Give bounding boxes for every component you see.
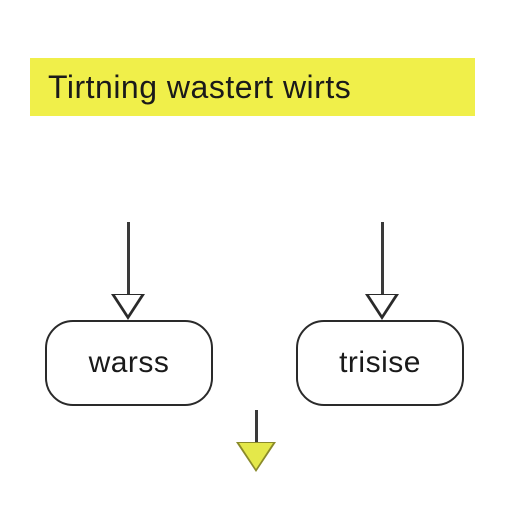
node-warss: warss bbox=[45, 320, 213, 406]
node-trisise-label: trisise bbox=[339, 346, 421, 380]
node-warss-label: warss bbox=[89, 346, 170, 380]
title-highlight: Tirtning wastert wirts bbox=[30, 58, 475, 116]
node-trisise: trisise bbox=[296, 320, 464, 406]
arrow-left-shaft bbox=[127, 222, 130, 298]
arrow-right-shaft bbox=[381, 222, 384, 298]
arrow-left-head-fill bbox=[115, 295, 141, 315]
arrow-right-head-fill bbox=[369, 295, 395, 315]
arrow-bottom-shaft bbox=[255, 410, 258, 444]
arrow-bottom-head bbox=[239, 443, 273, 469]
title-text: Tirtning wastert wirts bbox=[48, 69, 351, 106]
